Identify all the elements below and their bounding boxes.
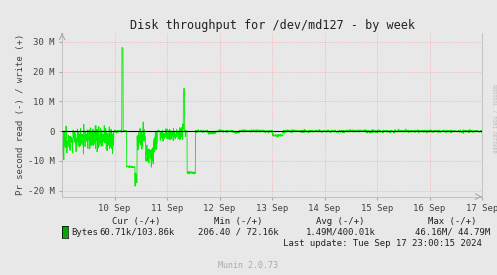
Text: Last update: Tue Sep 17 23:00:15 2024: Last update: Tue Sep 17 23:00:15 2024 [283,239,482,248]
Text: 206.40 / 72.16k: 206.40 / 72.16k [198,228,279,237]
Text: Bytes: Bytes [71,228,98,237]
Y-axis label: Pr second read (-) / write (+): Pr second read (-) / write (+) [16,34,25,196]
Text: 60.71k/103.86k: 60.71k/103.86k [99,228,174,237]
Text: Min (-/+): Min (-/+) [214,217,263,226]
Text: Avg (-/+): Avg (-/+) [316,217,365,226]
Text: Cur (-/+): Cur (-/+) [112,217,161,226]
Text: 1.49M/400.01k: 1.49M/400.01k [306,228,375,237]
Text: 46.16M/ 44.79M: 46.16M/ 44.79M [414,228,490,237]
Title: Disk throughput for /dev/md127 - by week: Disk throughput for /dev/md127 - by week [130,19,414,32]
Text: RRDTOOL / TOBI OETIKER: RRDTOOL / TOBI OETIKER [491,84,496,153]
Text: Munin 2.0.73: Munin 2.0.73 [219,261,278,270]
Text: Max (-/+): Max (-/+) [428,217,477,226]
